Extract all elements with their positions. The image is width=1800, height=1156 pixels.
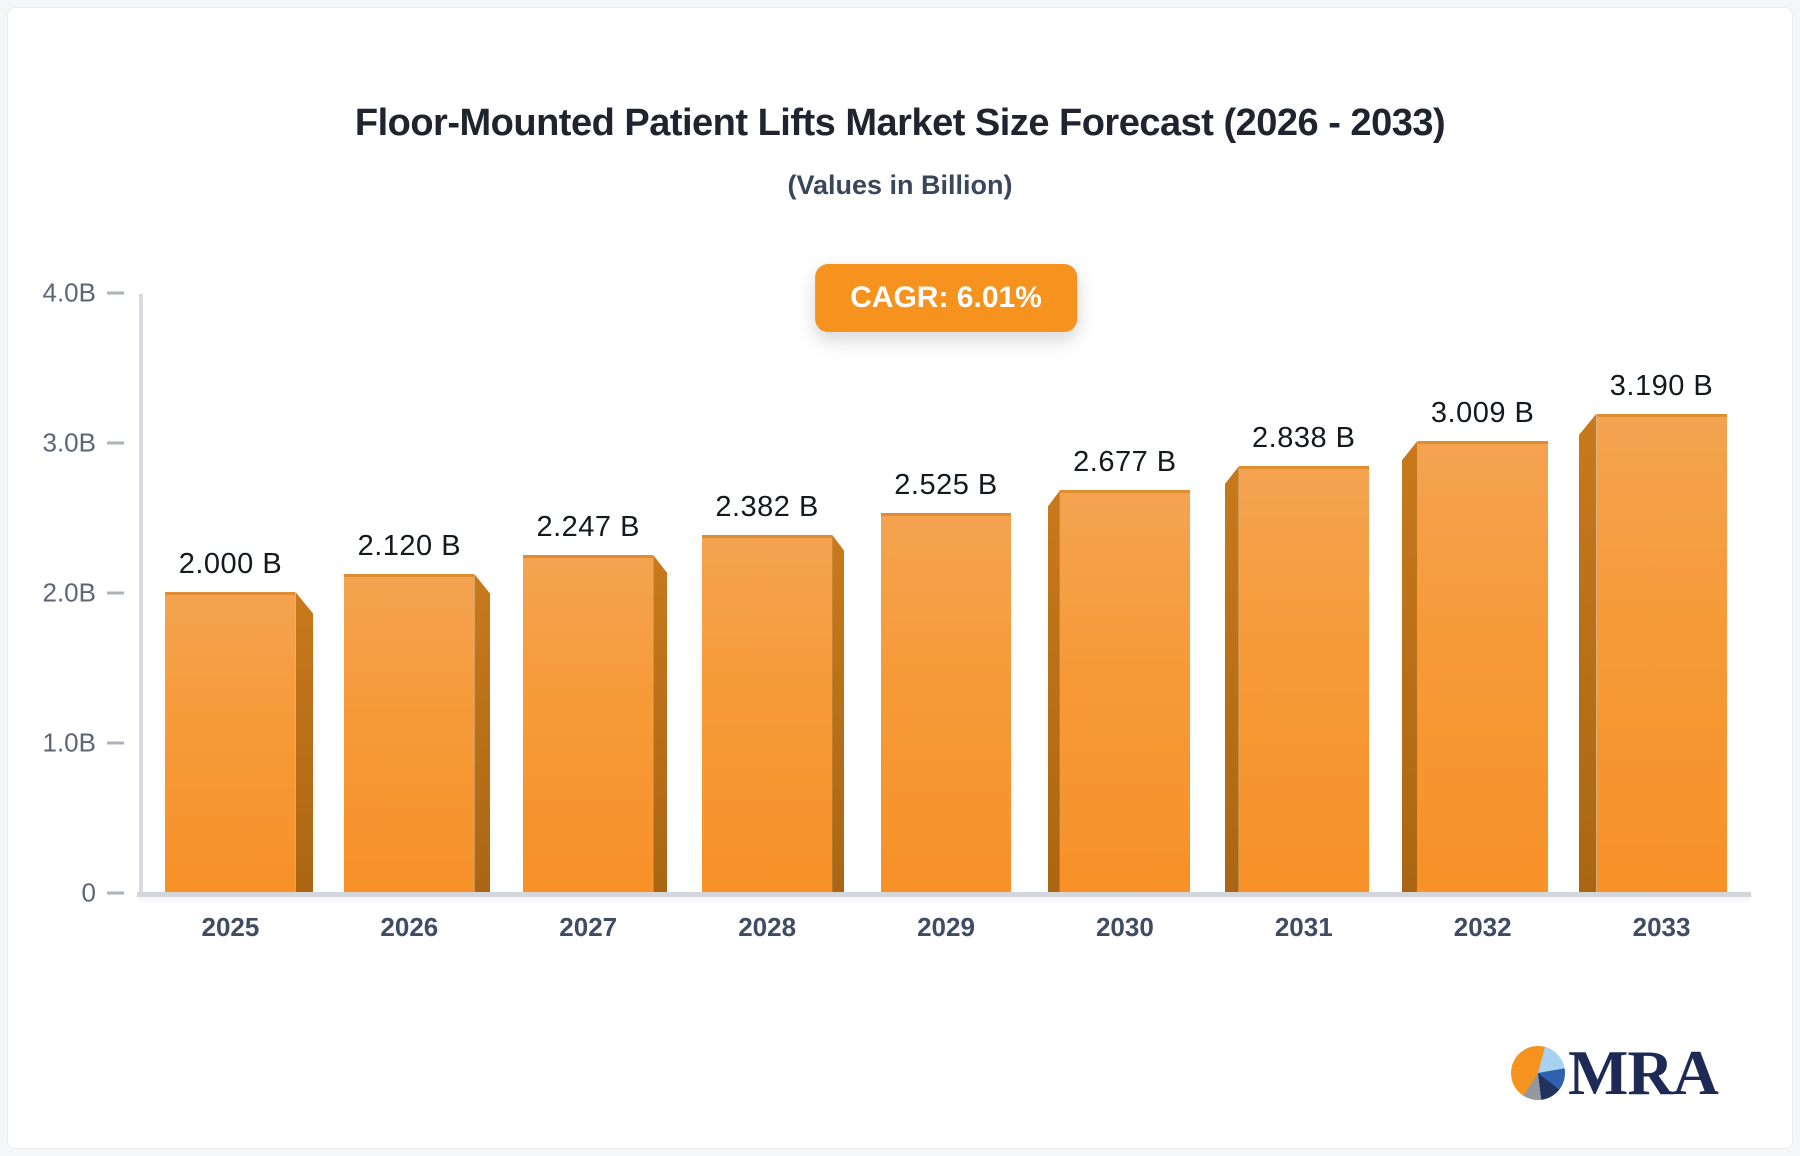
x-tick-label: 2027 — [559, 912, 618, 942]
bar-side — [832, 534, 845, 892]
x-tick-label: 2032 — [1453, 912, 1512, 942]
bar-value-label: 2.247 B — [536, 510, 640, 543]
y-axis-line — [139, 294, 143, 892]
y-tick-dash — [107, 441, 124, 444]
x-tick-label: 2025 — [201, 912, 260, 942]
y-tick-dash — [107, 891, 124, 894]
chart-card: Floor-Mounted Patient Lifts Market Size … — [7, 7, 1793, 1149]
bar-value-label: 2.000 B — [178, 548, 283, 580]
bar-value-label: 2.525 B — [894, 469, 998, 502]
bar-side — [1047, 490, 1060, 892]
bar-side — [1401, 440, 1418, 892]
y-tick-dash — [107, 291, 124, 294]
y-tick-label: 4.0B — [42, 277, 97, 307]
logo-pie-icon — [1511, 1046, 1565, 1100]
bar-side — [1578, 413, 1597, 892]
y-tick-label: 1.0B — [42, 727, 97, 757]
bar-value-label: 2.677 B — [1073, 446, 1177, 479]
logo-text: MRA — [1568, 1037, 1719, 1108]
bar-side — [653, 554, 668, 892]
x-tick-label: 2028 — [738, 912, 797, 942]
bar-side — [474, 574, 491, 892]
x-axis-line — [137, 892, 1751, 897]
bar-front — [344, 574, 475, 892]
x-tick-label: 2031 — [1274, 912, 1333, 942]
x-tick-label: 2030 — [1095, 912, 1154, 942]
y-tick-dash — [107, 591, 124, 594]
x-tick-label: 2033 — [1632, 912, 1691, 942]
bar-side — [1224, 466, 1239, 892]
bar-value-label: 2.838 B — [1252, 422, 1356, 455]
bar-side — [295, 592, 314, 892]
chart-area: 0 1.0B 2.0B 3.0B 4.0B 2.000 B 2025 2.120 B 2026 2… — [8, 8, 1792, 1148]
chart-title: Floor-Mounted Patient Lifts Market Size … — [354, 102, 1446, 144]
bar-front — [881, 513, 1011, 892]
y-tick-label: 2.0B — [42, 577, 97, 607]
bar-front — [1059, 490, 1190, 892]
chart-subtitle: (Values in Billion) — [787, 170, 1013, 200]
x-tick-label: 2026 — [380, 912, 439, 942]
bar-front — [1238, 466, 1369, 892]
bar-value-label: 3.009 B — [1430, 396, 1535, 429]
x-tick-label: 2029 — [917, 912, 975, 942]
bar-front — [1417, 440, 1548, 892]
y-tick-dash — [107, 741, 124, 744]
y-tick-label: 3.0B — [42, 427, 97, 457]
bar-value-label: 2.382 B — [715, 490, 819, 523]
logo: MRA — [1511, 1037, 1719, 1108]
bar-front — [702, 534, 833, 892]
bar-front — [1596, 413, 1727, 892]
bar-front — [165, 592, 296, 892]
bar-front — [523, 554, 654, 892]
bar-value-label: 3.190 B — [1609, 369, 1714, 402]
cagr-badge: CAGR: 6.01% — [815, 264, 1077, 332]
bar-value-label: 2.120 B — [357, 530, 462, 562]
y-tick-label: 0 — [81, 877, 96, 907]
